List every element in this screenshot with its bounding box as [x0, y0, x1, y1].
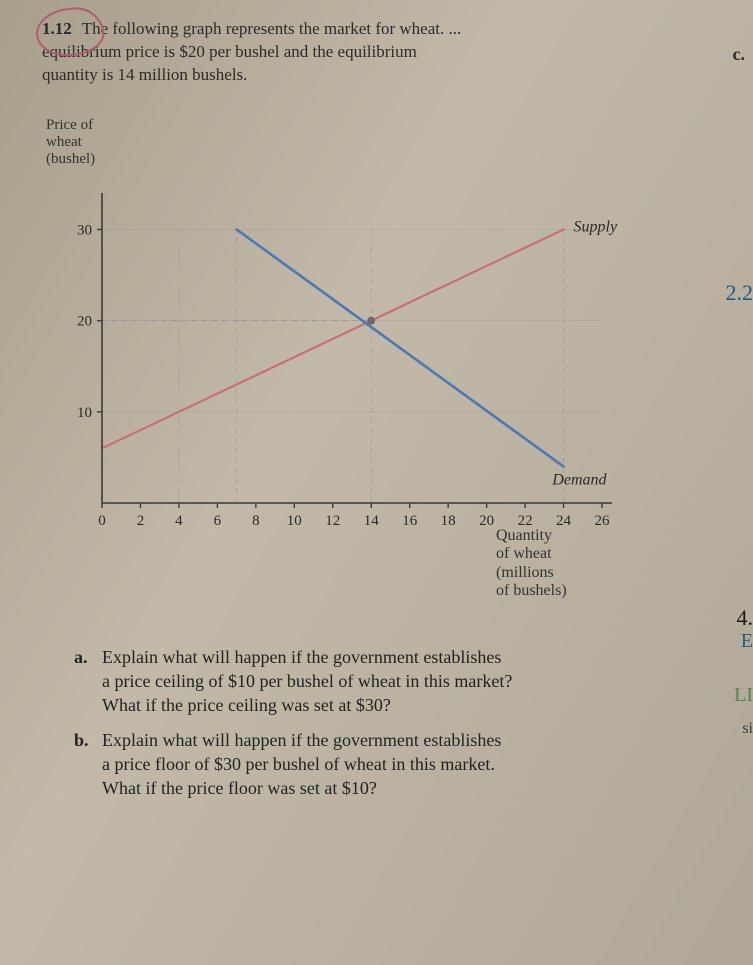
sub-a-letter: a.	[74, 645, 88, 669]
svg-text:Demand: Demand	[551, 471, 607, 488]
svg-text:10: 10	[77, 404, 92, 420]
sub-b-l2: a price floor of $30 per bushel of wheat…	[102, 754, 495, 774]
margin-note-E: E	[741, 630, 753, 653]
svg-text:2: 2	[137, 513, 145, 529]
x-label-l2: of wheat	[496, 545, 552, 562]
sub-b-l1: Explain what will happen if the governme…	[102, 730, 501, 750]
sub-b: b. Explain what will happen if the gover…	[102, 728, 702, 801]
sub-a-l2: a price ceiling of $10 per bushel of whe…	[102, 671, 512, 691]
svg-text:20: 20	[77, 313, 92, 329]
x-axis-label: Quantity of wheat (millions of bushels)	[496, 527, 567, 601]
svg-text:14: 14	[364, 513, 380, 529]
sub-a-l3: What if the price ceiling was set at $30…	[102, 695, 391, 715]
sub-b-letter: b.	[74, 728, 89, 752]
y-axis-label: Price of wheat (bushel)	[46, 117, 745, 169]
svg-text:30: 30	[77, 222, 92, 238]
y-label-l2: wheat	[46, 134, 82, 150]
sub-questions: a. Explain what will happen if the gover…	[42, 645, 702, 801]
question-number: 1.12	[42, 18, 72, 41]
question-text: 1.12 The following graph represents the …	[42, 18, 602, 87]
sub-b-l3: What if the price floor was set at $10?	[102, 778, 377, 798]
textbook-page: 1.12 The following graph represents the …	[0, 0, 753, 965]
chart-svg: 10203002468101214161820222426SupplyDeman…	[46, 173, 666, 573]
sub-a-l1: Explain what will happen if the governme…	[102, 647, 501, 667]
svg-text:8: 8	[252, 513, 260, 529]
sub-a: a. Explain what will happen if the gover…	[102, 645, 702, 718]
margin-note-si: si	[742, 720, 753, 738]
svg-text:16: 16	[402, 513, 418, 529]
y-label-l3: (bushel)	[46, 151, 95, 167]
y-label-l1: Price of	[46, 117, 93, 133]
supply-demand-chart: Price of wheat (bushel) 10 20 30 0 2 4 6 8 10 12 1…	[46, 117, 745, 587]
x-label-l1: Quantity	[496, 527, 552, 544]
x-label-l4: of bushels)	[496, 582, 567, 599]
svg-text:Supply: Supply	[574, 218, 618, 235]
svg-text:4: 4	[175, 513, 183, 529]
svg-text:6: 6	[214, 513, 222, 529]
svg-text:20: 20	[479, 513, 494, 529]
svg-text:18: 18	[441, 513, 456, 529]
x-label-l3: (millions	[496, 564, 554, 581]
q-line3: quantity is 14 million bushels.	[42, 65, 247, 84]
svg-text:26: 26	[595, 513, 611, 529]
margin-c-label: c.	[733, 44, 746, 65]
margin-note-LI: LI	[734, 684, 753, 707]
svg-text:0: 0	[98, 513, 106, 529]
svg-text:10: 10	[287, 513, 302, 529]
q-line2: equilibrium price is $20 per bushel and …	[42, 42, 417, 61]
margin-note-2-2: 2.2	[726, 280, 753, 306]
margin-note-4: 4.	[737, 605, 753, 631]
svg-text:12: 12	[325, 513, 340, 529]
q-line1: The following graph represents the marke…	[82, 19, 462, 38]
question-header: 1.12 The following graph represents the …	[42, 18, 745, 87]
